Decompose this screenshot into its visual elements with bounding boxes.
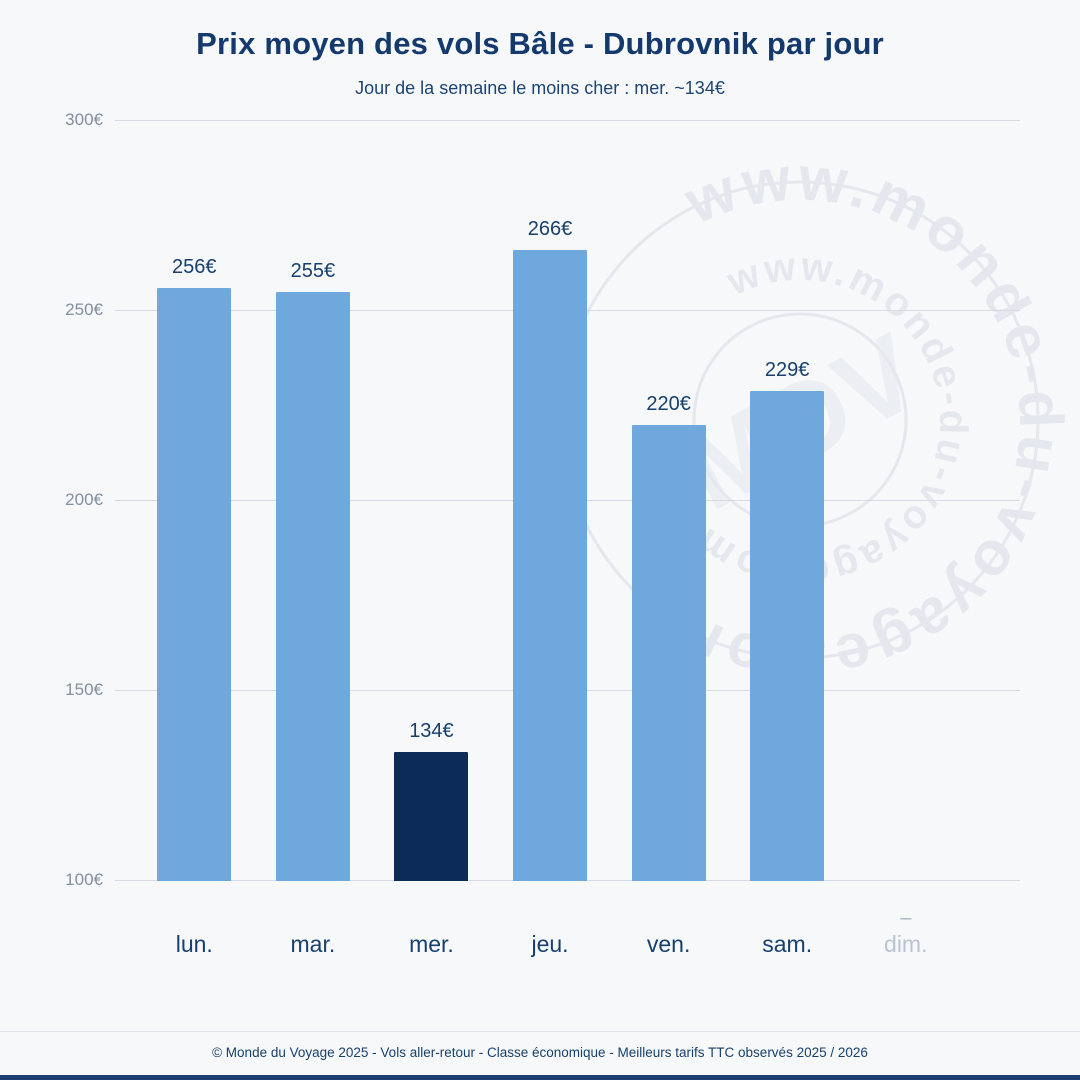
bar [750, 390, 825, 881]
x-label-cell: ven. [609, 905, 728, 958]
x-axis-label: jeu. [531, 931, 569, 957]
x-axis-label: mer. [409, 931, 454, 957]
bar-column: 256€ [135, 121, 254, 881]
gridline [115, 120, 1020, 121]
bar-chart: 100€ 150€ 200€ 250€ 300€ 256€ 255€ 134€ 266€ 220… [65, 110, 1020, 889]
bar-column: 255€ [254, 121, 373, 881]
no-data-marker: – [900, 907, 912, 929]
x-label-cell: mer. [372, 905, 491, 958]
bar-value-label: 256€ [172, 256, 217, 279]
bar-column: 220€ [609, 121, 728, 881]
x-label-cell: – dim. [846, 905, 965, 958]
bar-column [846, 121, 965, 881]
y-tick-label: 200€ [65, 490, 103, 509]
y-tick-label: 150€ [65, 680, 103, 699]
bar-value-label: 229€ [764, 358, 810, 381]
x-labels-row: lun. mar. mer. jeu. ven. sam. – dim. [115, 905, 1020, 958]
footer: © Monde du Voyage 2025 - Vols aller-reto… [0, 1031, 1080, 1080]
x-axis-label: sam. [762, 931, 813, 957]
footer-accent-bar [0, 1075, 1080, 1080]
bar [631, 425, 706, 881]
bar-value-label: 220€ [646, 393, 691, 415]
bar-value-label: 134€ [409, 719, 454, 742]
bar-column: 266€ [491, 121, 610, 881]
bar-value-label: 266€ [527, 218, 573, 241]
x-axis-label: dim. [884, 931, 928, 957]
x-axis-label: ven. [646, 931, 691, 957]
bar-value-label: 255€ [290, 260, 336, 282]
chart-title: Prix moyen des vols Bâle - Dubrovnik par… [196, 26, 884, 61]
bar [513, 250, 588, 881]
bars-row: 256€ 255€ 134€ 266€ 220€ 229€ [115, 121, 1020, 881]
bar [394, 751, 469, 881]
x-label-cell: sam. [728, 905, 847, 958]
bar [275, 292, 350, 881]
x-axis-label: mar. [290, 931, 336, 957]
bar-column: 229€ [728, 121, 847, 881]
x-label-cell: lun. [135, 905, 254, 958]
bar [157, 288, 232, 881]
y-tick-label: 300€ [65, 110, 103, 129]
x-axis-label: lun. [175, 931, 213, 957]
x-label-cell: mar. [254, 905, 373, 958]
bar-column: 134€ [372, 121, 491, 881]
x-label-cell: jeu. [491, 905, 610, 958]
chart-subtitle: Jour de la semaine le moins cher : mer. … [355, 78, 725, 98]
y-tick-label: 250€ [65, 300, 103, 319]
y-tick-label: 100€ [65, 870, 103, 889]
footer-text: © Monde du Voyage 2025 - Vols aller-reto… [212, 1045, 868, 1060]
